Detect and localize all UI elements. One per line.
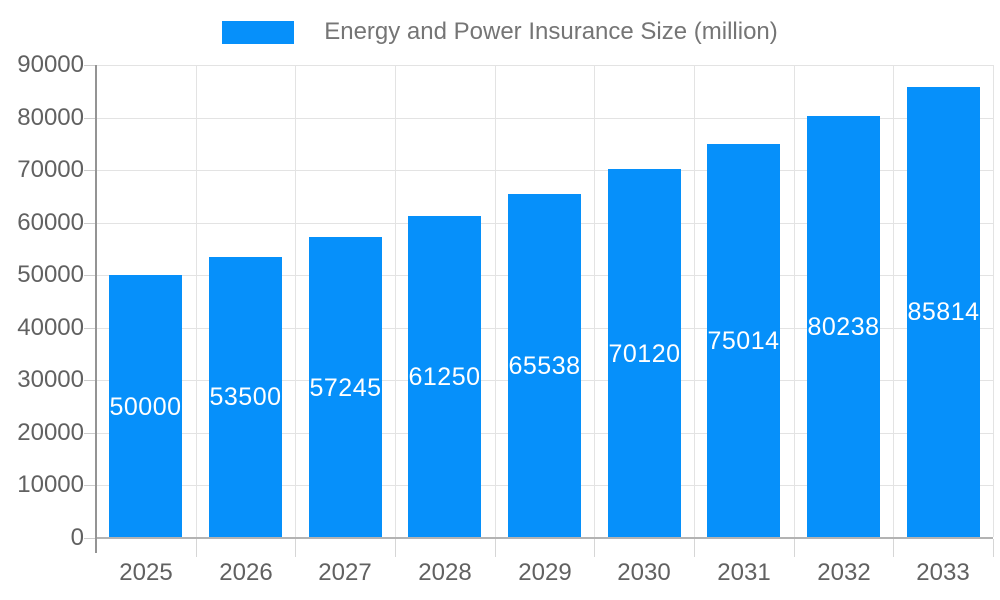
bar-value-label: 65538 — [508, 352, 581, 380]
y-axis-tick-label: 40000 — [17, 314, 84, 341]
x-axis-tick — [594, 539, 595, 557]
bar-value-label: 70120 — [608, 340, 681, 368]
y-axis-tick — [84, 538, 96, 539]
category-gridline — [694, 65, 695, 537]
x-axis-tick — [893, 539, 894, 557]
y-axis-tick-label: 30000 — [17, 366, 84, 393]
x-axis-tick — [794, 539, 795, 557]
y-axis-tick-label: 0 — [70, 524, 84, 551]
bar-2030[interactable] — [608, 169, 681, 537]
x-axis-tick-label: 2033 — [916, 559, 970, 586]
y-axis-tick — [84, 65, 96, 66]
x-axis-tick — [694, 539, 695, 557]
legend-label: Energy and Power Insurance Size (million… — [324, 18, 778, 45]
category-gridline — [495, 65, 496, 537]
bar-value-label: 57245 — [309, 374, 382, 402]
x-axis-tick — [993, 539, 994, 557]
y-gridline — [96, 170, 993, 171]
bar-2028[interactable] — [408, 216, 481, 537]
y-axis-tick-label: 50000 — [17, 261, 84, 288]
bar-2026[interactable] — [209, 257, 282, 537]
legend[interactable]: Energy and Power Insurance Size (million… — [0, 18, 1000, 46]
category-gridline — [993, 65, 994, 537]
bar-2029[interactable] — [508, 194, 581, 537]
bar-value-label: 75014 — [707, 327, 780, 355]
x-axis-tick-label: 2032 — [817, 559, 871, 586]
bar-value-label: 50000 — [109, 393, 182, 421]
y-axis-line — [95, 65, 97, 553]
y-axis-tick — [84, 380, 96, 381]
x-axis-tick-label: 2026 — [219, 559, 273, 586]
x-axis-tick-label: 2030 — [617, 559, 671, 586]
bar-2033[interactable] — [907, 87, 980, 537]
x-axis-tick — [295, 539, 296, 557]
y-axis-tick — [84, 223, 96, 224]
y-axis-tick-label: 90000 — [17, 51, 84, 78]
x-axis-tick-label: 2028 — [418, 559, 472, 586]
y-axis-tick — [84, 275, 96, 276]
y-axis-tick-label: 70000 — [17, 156, 84, 183]
category-gridline — [893, 65, 894, 537]
x-axis-tick — [495, 539, 496, 557]
bar-2031[interactable] — [707, 144, 780, 537]
y-gridline — [96, 118, 993, 119]
x-axis-tick-label: 2027 — [318, 559, 372, 586]
bar-2027[interactable] — [309, 237, 382, 537]
y-axis-tick — [84, 485, 96, 486]
category-gridline — [594, 65, 595, 537]
x-axis-tick — [196, 539, 197, 557]
x-axis-tick-label: 2029 — [518, 559, 572, 586]
category-gridline — [395, 65, 396, 537]
x-axis-tick-label: 2025 — [119, 559, 173, 586]
category-gridline — [196, 65, 197, 537]
y-axis-tick — [84, 170, 96, 171]
bar-value-label: 85814 — [907, 298, 980, 326]
y-gridline — [96, 65, 993, 66]
y-axis-tick-label: 20000 — [17, 419, 84, 446]
bar-value-label: 53500 — [209, 383, 282, 411]
y-axis-tick — [84, 118, 96, 119]
y-axis-tick — [84, 433, 96, 434]
y-axis-tick — [84, 328, 96, 329]
y-axis-tick-label: 80000 — [17, 104, 84, 131]
x-axis-tick-label: 2031 — [717, 559, 771, 586]
legend-swatch — [222, 20, 295, 44]
x-axis-tick — [395, 539, 396, 557]
bar-value-label: 61250 — [408, 363, 481, 391]
bar-2025[interactable] — [109, 275, 182, 537]
bar-2032[interactable] — [807, 116, 880, 537]
x-axis-baseline — [96, 537, 993, 539]
category-gridline — [295, 65, 296, 537]
bar-value-label: 80238 — [807, 313, 880, 341]
y-axis-tick-label: 10000 — [17, 471, 84, 498]
category-gridline — [794, 65, 795, 537]
y-axis-tick-label: 60000 — [17, 209, 84, 236]
